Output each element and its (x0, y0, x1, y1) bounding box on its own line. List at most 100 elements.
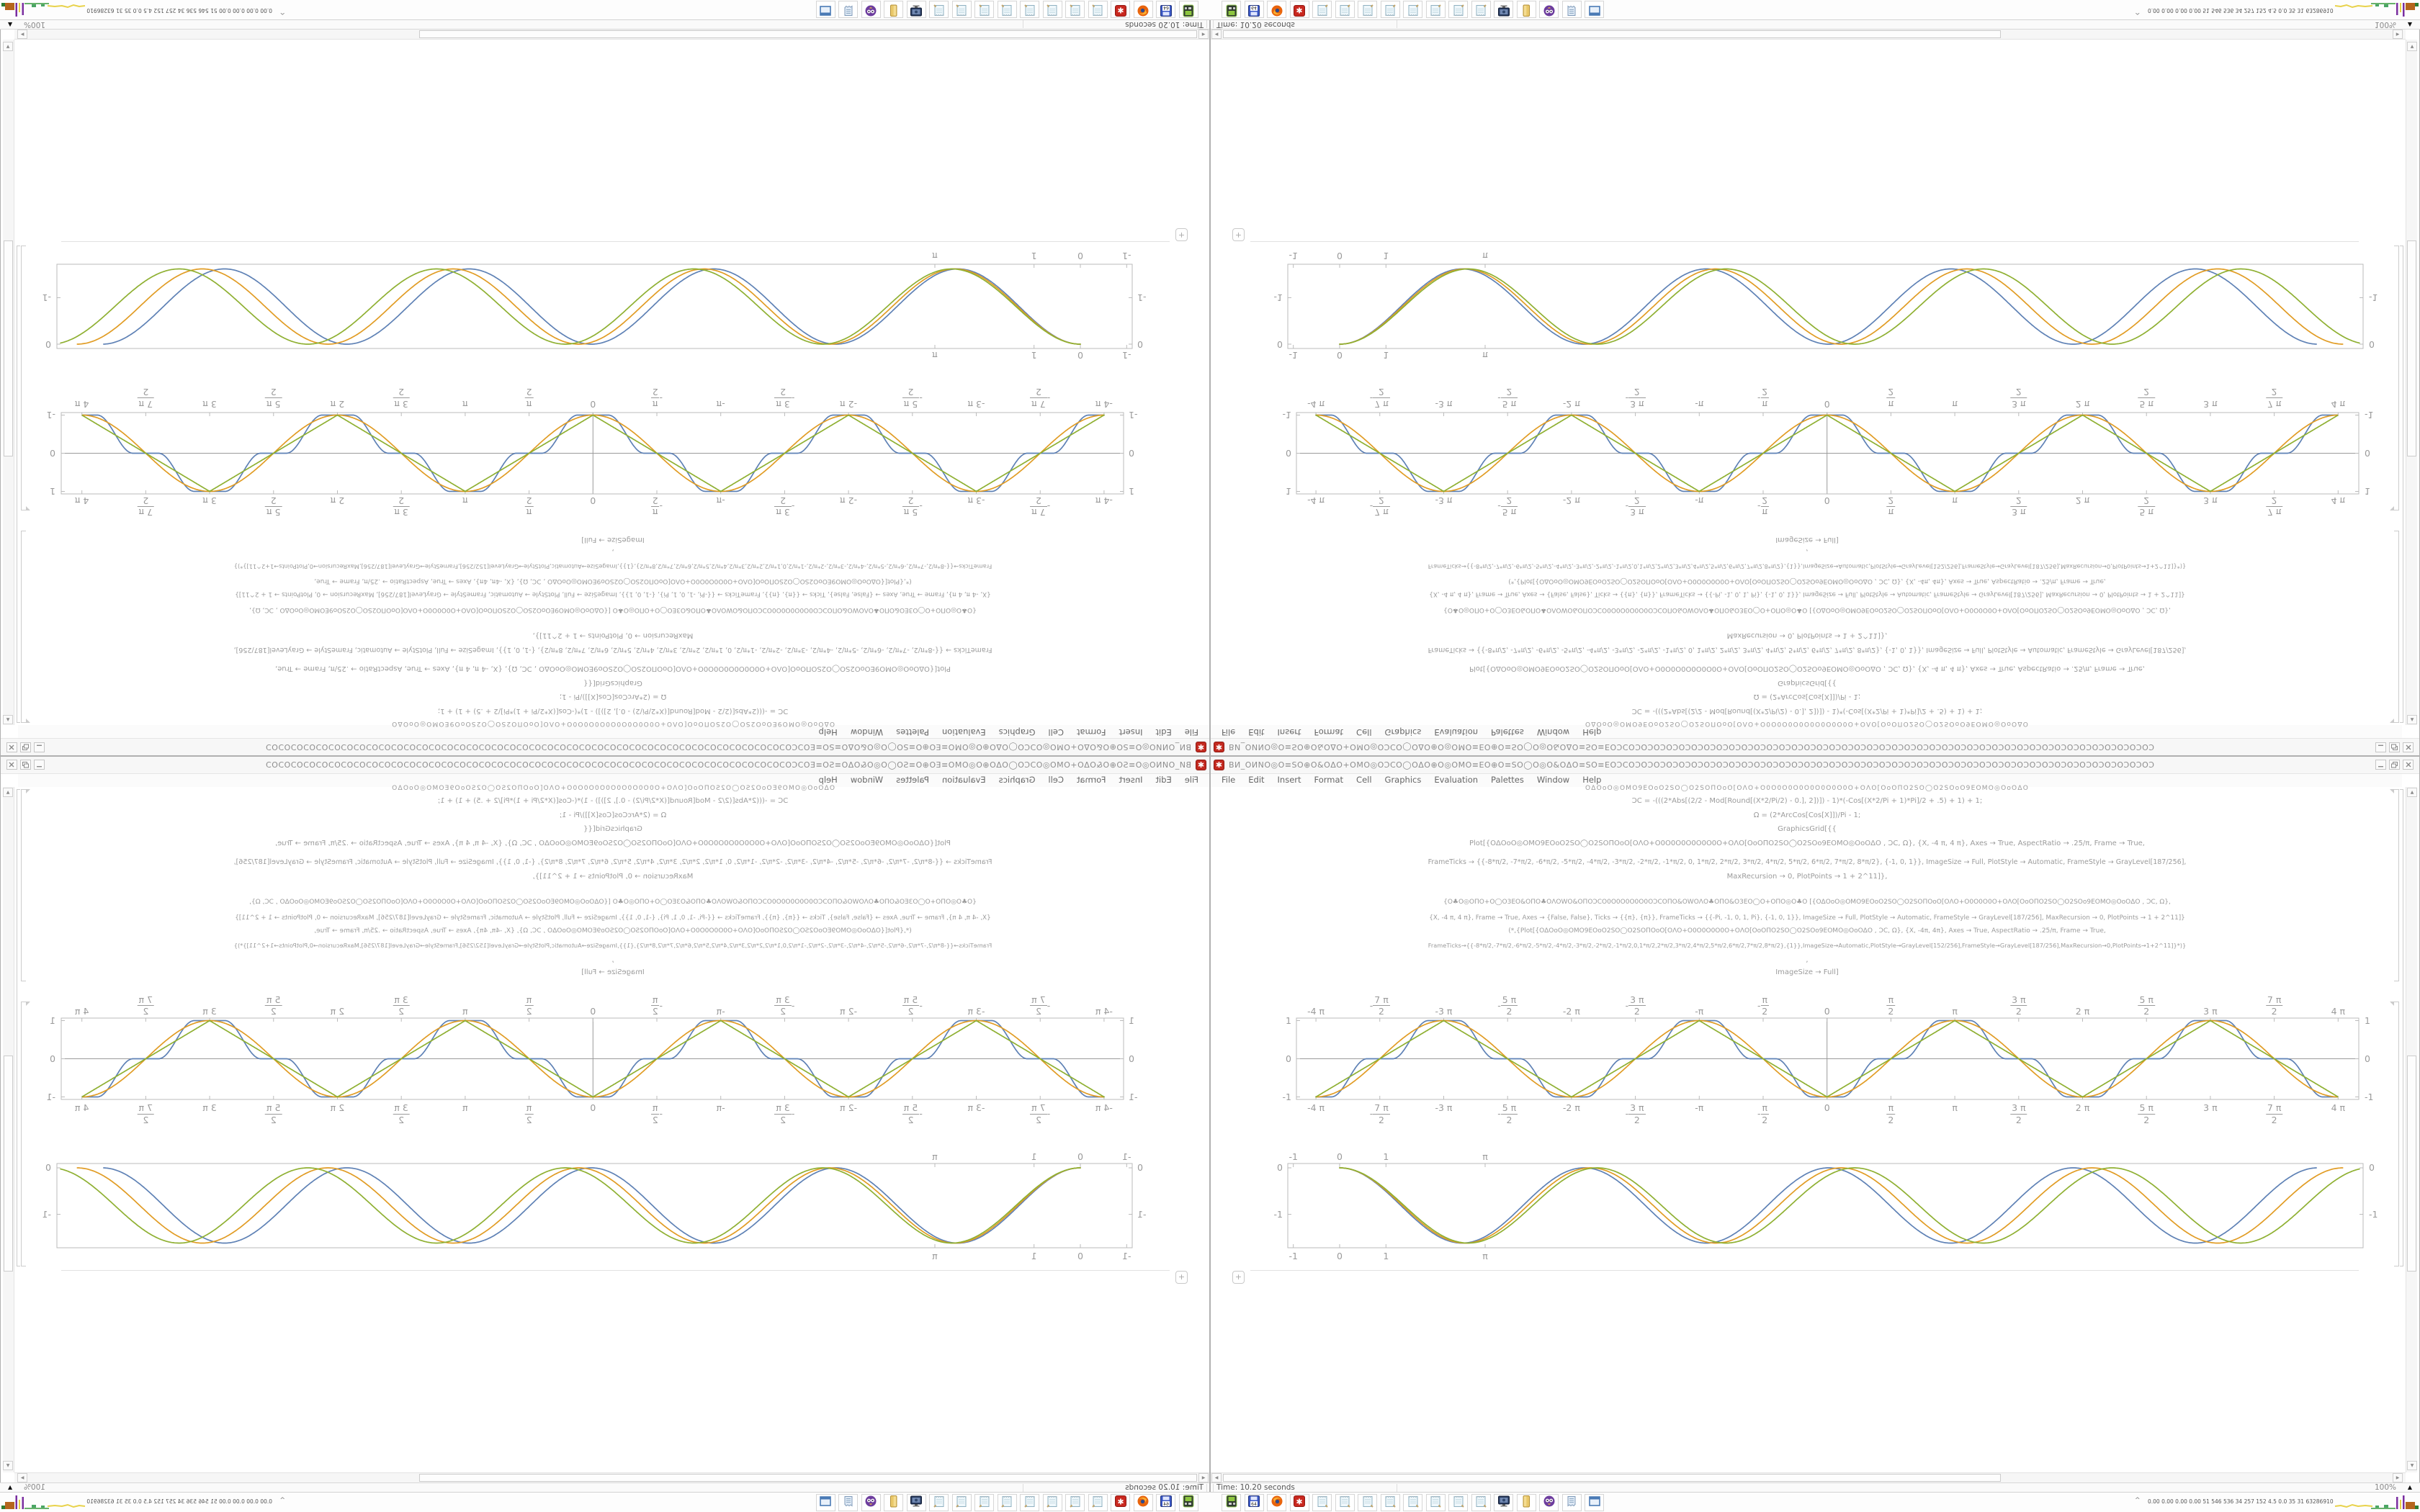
code-line[interactable]: Plot[{OΔOoO◎OMO9EOoO2SO◯O2SOΠOoO[OΛO+O0O… (1469, 840, 2145, 847)
taskbar-button[interactable] (816, 1494, 835, 1511)
code-line[interactable]: FrameTicks → {{-8*π/2, -7*π/2, -6*π/2, -… (1428, 858, 2187, 866)
scroll-down-button[interactable]: ▼ (3, 1461, 13, 1470)
taskbar-button[interactable] (1471, 1, 1491, 18)
zoom-popup-arrow-icon[interactable]: ▲ (8, 1484, 13, 1490)
code-line[interactable]: ImageSize → Full] (1775, 968, 1839, 976)
taskbar-button[interactable] (1425, 1494, 1446, 1511)
scroll-left-button[interactable]: ◀ (1198, 1473, 1209, 1482)
scroll-up-button[interactable]: ▲ (2407, 788, 2417, 797)
minimize-button[interactable] (34, 742, 45, 752)
taskbar-button[interactable] (1585, 1, 1604, 18)
code-line[interactable]: , (1806, 956, 1809, 964)
taskbar-button[interactable] (1516, 1494, 1536, 1511)
cell-insert-plus-button[interactable]: + (1175, 228, 1188, 241)
menu-item-edit[interactable]: Edit (1248, 775, 1265, 785)
taskbar-button[interactable] (1358, 1, 1377, 18)
vertical-scrollbar[interactable]: ▲ ▼ (3, 40, 14, 725)
restore-button[interactable] (20, 760, 31, 770)
tray-chevron-icon[interactable]: ^ (279, 1497, 285, 1504)
code-line[interactable]: FrameTicks→{{-8*π/2,-7*π/2,-6*π/2,-5*π/2… (233, 942, 992, 949)
output-cell-bracket[interactable] (2390, 1002, 2399, 1266)
code-line[interactable]: , (611, 548, 614, 556)
close-button[interactable] (6, 742, 17, 752)
taskbar-button[interactable] (861, 1, 881, 18)
taskbar-button[interactable] (1539, 1494, 1559, 1511)
minimize-button[interactable] (2375, 760, 2386, 770)
code-line[interactable]: FrameTicks→{{-8*π/2,-7*π/2,-6*π/2,-5*π/2… (233, 563, 992, 570)
minimize-button[interactable] (34, 760, 45, 770)
code-line[interactable]: GraphicsGrid[{{ (583, 679, 642, 687)
taskbar-button[interactable] (1179, 1, 1198, 18)
taskbar-button[interactable] (907, 1494, 926, 1511)
taskbar-button[interactable] (998, 1, 1017, 18)
taskbar-button[interactable]: ✱ (1111, 1, 1131, 18)
taskbar-button[interactable] (974, 1, 995, 18)
taskbar-button[interactable] (838, 1, 859, 18)
code-line[interactable]: GraphicsGrid[{{ (583, 825, 642, 833)
horizontal-scrollbar[interactable]: ◀ ▶ (1211, 30, 2406, 40)
code-line[interactable]: Plot[{OΔOoO◎OMO9EOoO2SO◯O2SOΠOoO[OΛO+O0O… (275, 840, 951, 847)
horizontal-scroll-thumb[interactable] (1223, 1474, 2001, 1482)
code-line[interactable]: MaxRecursion → 0, PlotPoints → 1 + 2^11]… (1726, 631, 1888, 639)
horizontal-scrollbar[interactable]: ◀ ▶ (1211, 1472, 2406, 1482)
taskbar-button[interactable] (1358, 1494, 1377, 1511)
horizontal-scrollbar[interactable]: ◀ ▶ (14, 1472, 1209, 1482)
code-line[interactable]: ImageSize → Full] (1775, 536, 1839, 544)
input-cell-bracket[interactable] (2390, 789, 2399, 981)
taskbar-button[interactable]: 64 (1156, 1494, 1176, 1511)
taskbar-button[interactable]: 64 (1244, 1494, 1264, 1511)
vertical-scrollbar[interactable]: ▲ ▼ (2406, 40, 2417, 725)
tray-chevron-icon[interactable]: ^ (2135, 8, 2141, 15)
taskbar-button[interactable] (1335, 1494, 1355, 1511)
vertical-scroll-thumb[interactable] (2407, 240, 2416, 456)
taskbar-button[interactable] (1448, 1494, 1468, 1511)
taskbar-button[interactable] (1494, 1, 1513, 18)
zoom-popup-arrow-icon[interactable]: ▲ (2407, 1484, 2412, 1490)
horizontal-scroll-thumb[interactable] (1223, 30, 2001, 38)
title-bar[interactable]: ✱ BИ_OИNO◎O≡SO⊕O&OΔO+OMO◎OƆCO◯OΔO⊕O◎OMO≡… (1, 757, 1209, 774)
input-cell-bracket[interactable] (21, 789, 26, 981)
close-button[interactable] (2403, 742, 2414, 752)
restore-button[interactable] (2389, 742, 2400, 752)
output-cell-bracket[interactable] (21, 246, 26, 510)
code-line[interactable]: {X, -4 π, 4 π}, Frame → True, Axes → {Fa… (235, 914, 991, 922)
minimize-button[interactable] (2375, 742, 2386, 752)
taskbar-button[interactable] (1471, 1494, 1491, 1511)
scroll-right-button[interactable]: ▶ (2393, 30, 2403, 39)
vertical-scroll-thumb[interactable] (4, 1056, 13, 1272)
code-line[interactable]: ƆC = -(((2*Abs[(2/2 - Mod[Round[(X*2/Pi/… (1631, 797, 1983, 805)
taskbar-button[interactable] (1088, 1494, 1108, 1511)
taskbar-button[interactable] (1043, 1494, 1062, 1511)
taskbar-button[interactable] (1065, 1, 1085, 18)
restore-button[interactable] (2389, 760, 2400, 770)
cell-insert-plus-button[interactable]: + (1232, 228, 1245, 241)
code-line[interactable]: Ω = (2*ArcCos[Cos[X]])/Pi - 1; (559, 693, 667, 701)
taskbar-button[interactable] (1585, 1494, 1604, 1511)
menu-item-cell[interactable]: Cell (1356, 775, 1372, 785)
code-line[interactable]: {X, -4 π, 4 π}, Frame → True, Axes → {Fa… (235, 590, 991, 598)
vertical-scrollbar[interactable]: ▲ ▼ (3, 787, 14, 1472)
menu-item-evaluation[interactable]: Evaluation (1434, 775, 1479, 785)
code-line[interactable]: ƆC = -(((2*Abs[(2/2 - Mod[Round[(X*2/Pi/… (437, 707, 789, 715)
taskbar-button[interactable] (1516, 1, 1536, 18)
taskbar-button[interactable] (1494, 1494, 1513, 1511)
status-zoom-level[interactable]: 100% (2374, 20, 2396, 29)
taskbar-button[interactable] (1065, 1494, 1085, 1511)
code-line[interactable]: (*,{Plot[{OΔOoO◎OMO9EOoO2SO◯O2SOΠOoO[OΛO… (1508, 577, 2106, 585)
title-bar[interactable]: ✱ BИ_OИNO◎O≡SO⊕O&OΔO+OMO◎OƆCO◯OΔO⊕O◎OMO≡… (1, 738, 1209, 755)
menu-item-file[interactable]: File (1222, 775, 1236, 785)
taskbar-button[interactable] (1561, 1, 1582, 18)
taskbar-button[interactable]: ✱ (1289, 1494, 1309, 1511)
cell-insertion-line[interactable] (61, 241, 1170, 242)
taskbar-button[interactable] (838, 1494, 859, 1511)
code-line[interactable]: FrameTicks→{{-8*π/2,-7*π/2,-6*π/2,-5*π/2… (1428, 563, 2187, 570)
input-cell-bracket[interactable] (21, 531, 26, 723)
taskbar-button[interactable] (1020, 1, 1040, 18)
code-line[interactable]: OΔOoO◎OMO9EOoO2SO◯O2SOΠOoO[OΛO+O0O0O0O0O… (1585, 785, 2029, 792)
taskbar-button[interactable]: 64 (1156, 1, 1176, 18)
code-line[interactable]: FrameTicks → {{-8*π/2, -7*π/2, -6*π/2, -… (233, 858, 992, 866)
taskbar-button[interactable] (1020, 1494, 1040, 1511)
scroll-down-button[interactable]: ▼ (2407, 42, 2417, 51)
os-taskbar[interactable]: ^ 0.00 0.00 0.00 0.00 51 546 536 34 257 … (0, 1492, 1210, 1512)
vertical-scroll-thumb[interactable] (2407, 1056, 2416, 1272)
